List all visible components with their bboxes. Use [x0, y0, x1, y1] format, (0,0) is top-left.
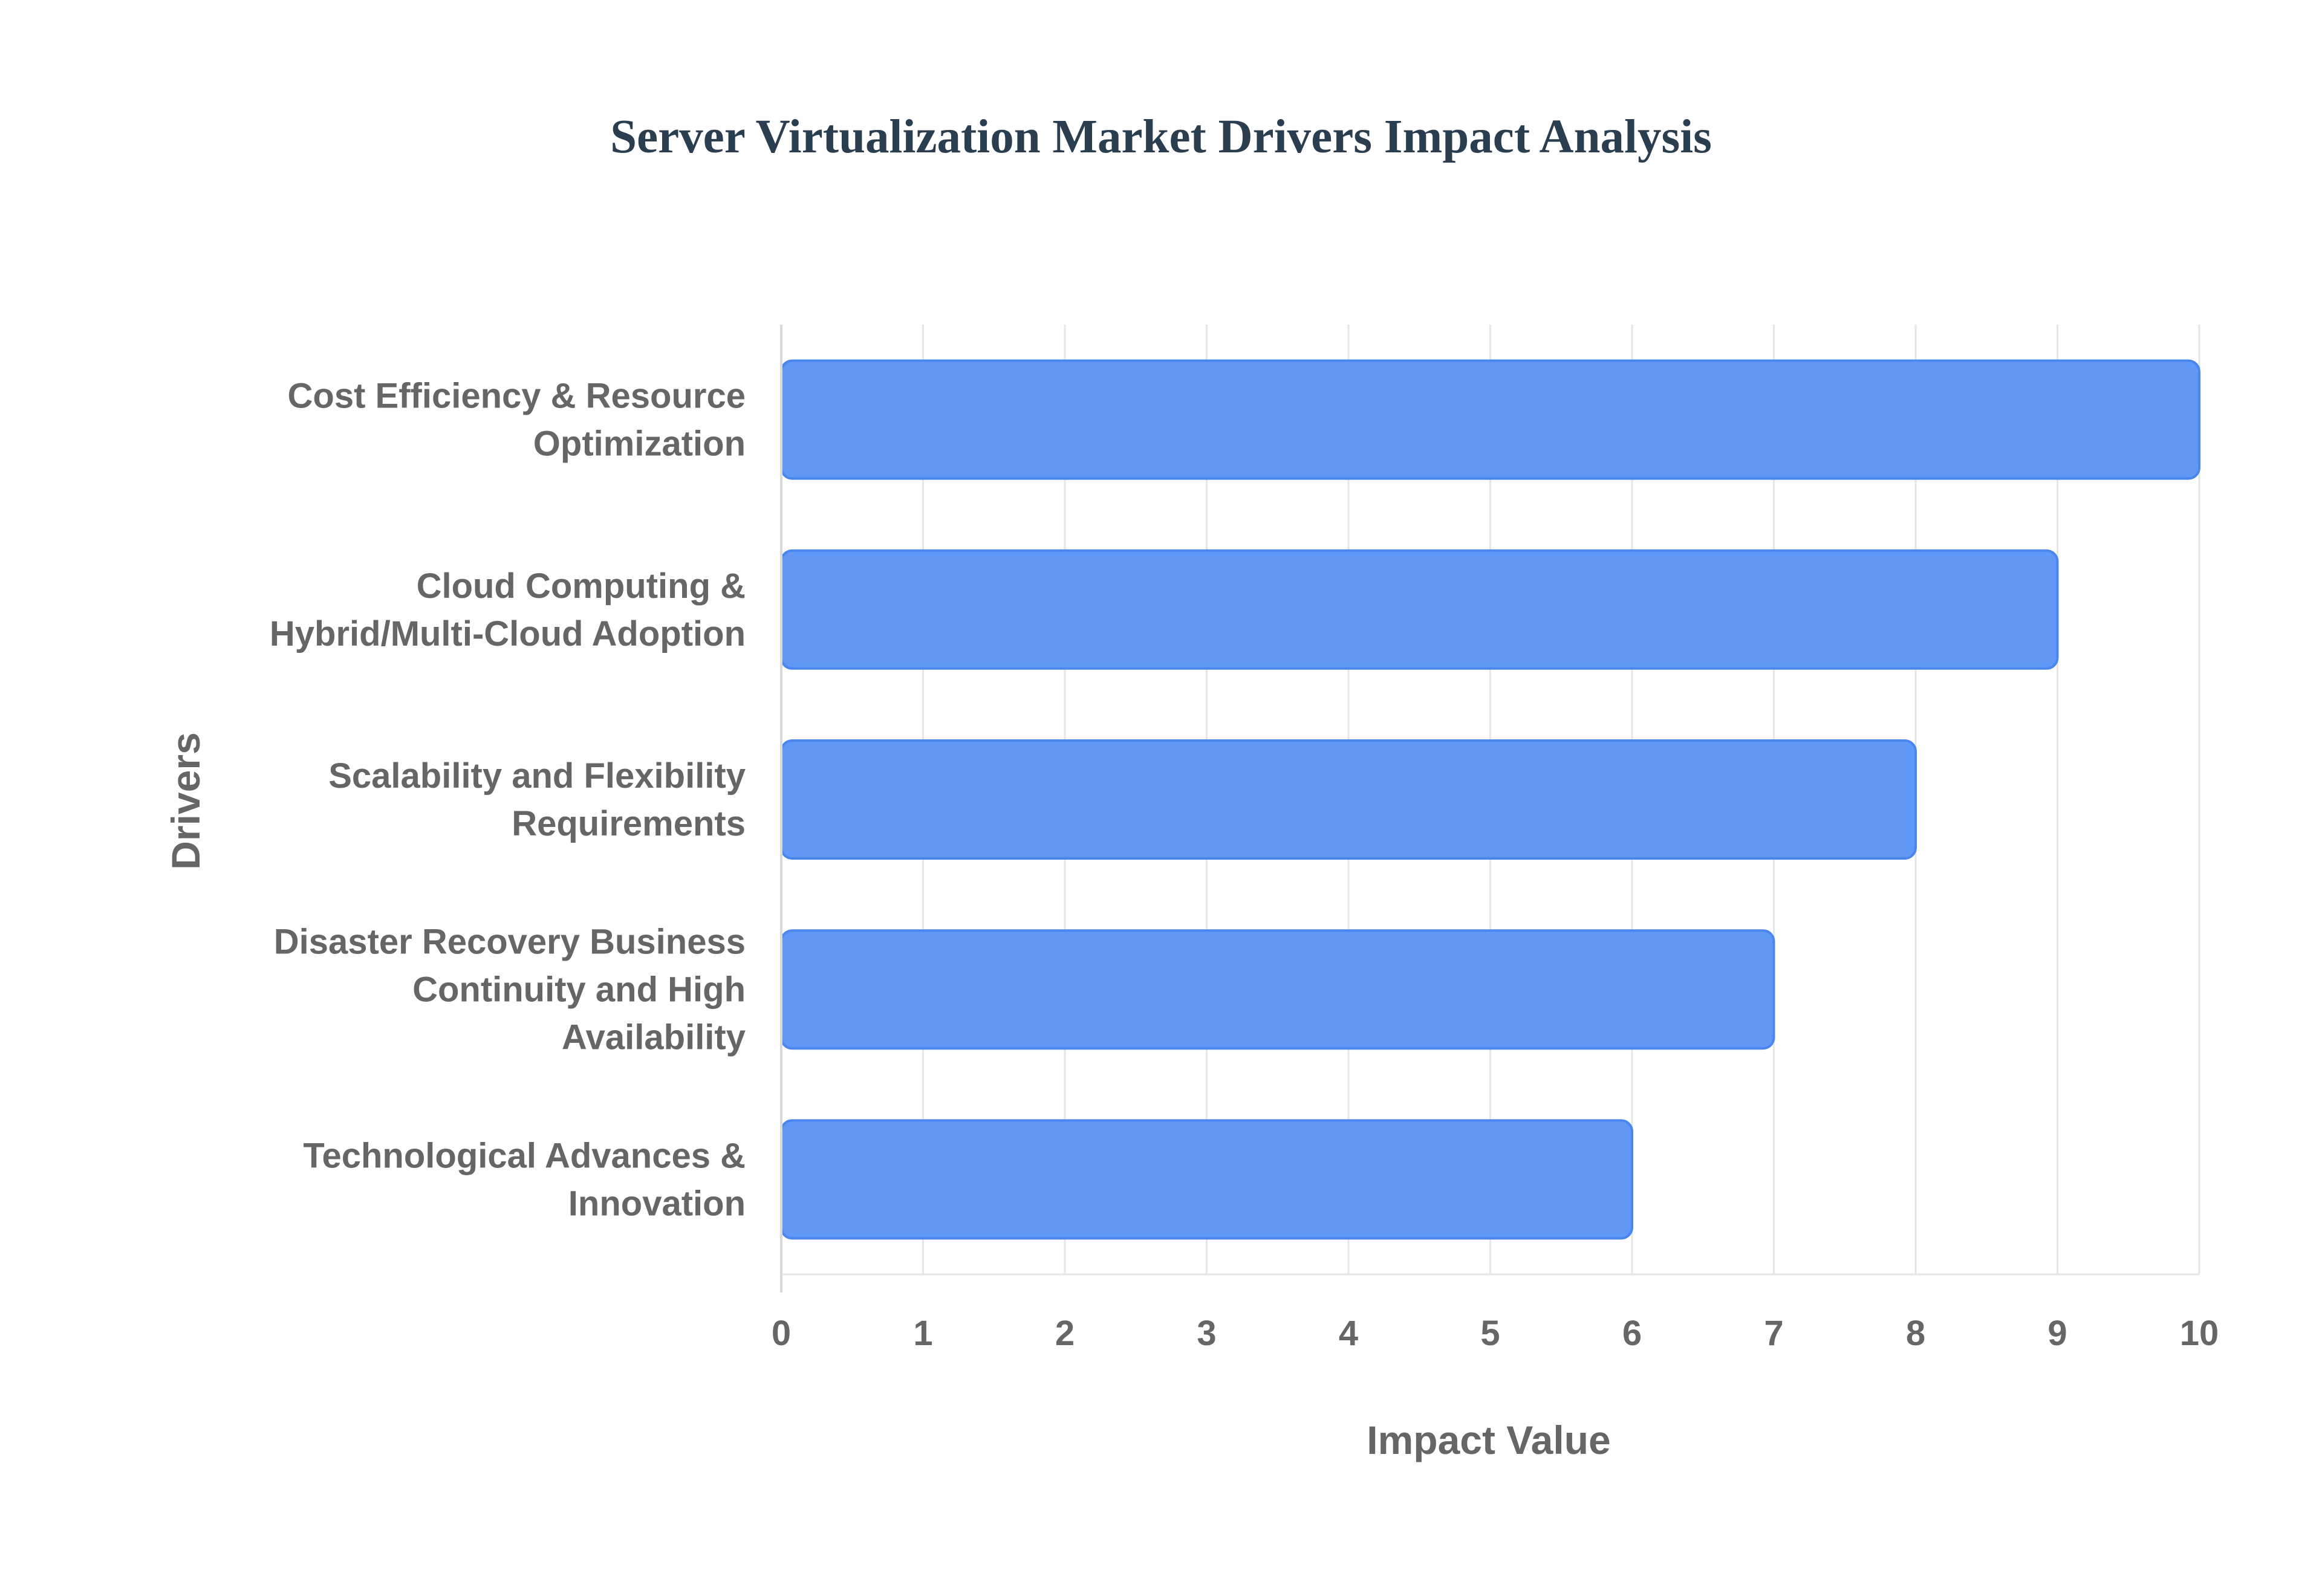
x-tick-label: 1 [913, 1314, 932, 1353]
category-label-line: Continuity and High [412, 970, 746, 1010]
category-label: Scalability and Flexibility Requirements [328, 756, 746, 843]
y-axis-title: Drivers [163, 732, 208, 870]
x-axis-title: Impact Value [1367, 1418, 1611, 1462]
x-tick-label: 7 [1764, 1314, 1783, 1353]
category-label-line: Innovation [568, 1184, 746, 1223]
category-label: Technological Advances & Innovation [303, 1136, 746, 1223]
x-tick-label: 9 [2047, 1314, 2067, 1353]
x-tick-label: 6 [1622, 1314, 1642, 1353]
x-tick-label: 4 [1339, 1314, 1358, 1353]
x-tick-label: 5 [1480, 1314, 1500, 1353]
x-tick-label: 10 [2180, 1314, 2219, 1353]
category-label-line: Scalability and Flexibility [328, 756, 746, 796]
labels: 0 1 2 3 4 5 6 7 8 9 10 Cost Efficiency & Resource Op… [270, 377, 2219, 1353]
bar [780, 739, 1917, 860]
category-label-line: Cost Efficiency & Resource [288, 377, 746, 416]
axes [780, 325, 2199, 1293]
category-label: Cost Efficiency & Resource Optimization [288, 377, 746, 464]
x-tick-label: 8 [1906, 1314, 1925, 1353]
x-tick-label: 2 [1055, 1314, 1075, 1353]
category-label-line: Optimization [533, 424, 746, 464]
x-tick-label: 3 [1197, 1314, 1216, 1353]
category-label-line: Cloud Computing & [417, 566, 746, 606]
bar [780, 359, 2200, 480]
bars [780, 359, 2200, 1240]
bar [780, 1119, 1633, 1240]
category-label-line: Disaster Recovery Business [274, 923, 746, 962]
category-label-line: Technological Advances & [303, 1136, 746, 1175]
category-label-line: Hybrid/Multi-Cloud Adoption [270, 614, 746, 654]
bar [780, 929, 1775, 1050]
category-label-line: Availability [562, 1018, 746, 1057]
category-label-line: Requirements [512, 804, 746, 843]
category-label: Disaster Recovery Business Continuity and… [274, 923, 746, 1057]
x-tick-label: 0 [772, 1314, 791, 1353]
category-label: Cloud Computing & Hybrid/Multi-Cloud Adop… [270, 566, 746, 654]
bar [780, 549, 2059, 670]
chart-title: Server Virtualization Market Drivers Imp… [610, 111, 1712, 163]
